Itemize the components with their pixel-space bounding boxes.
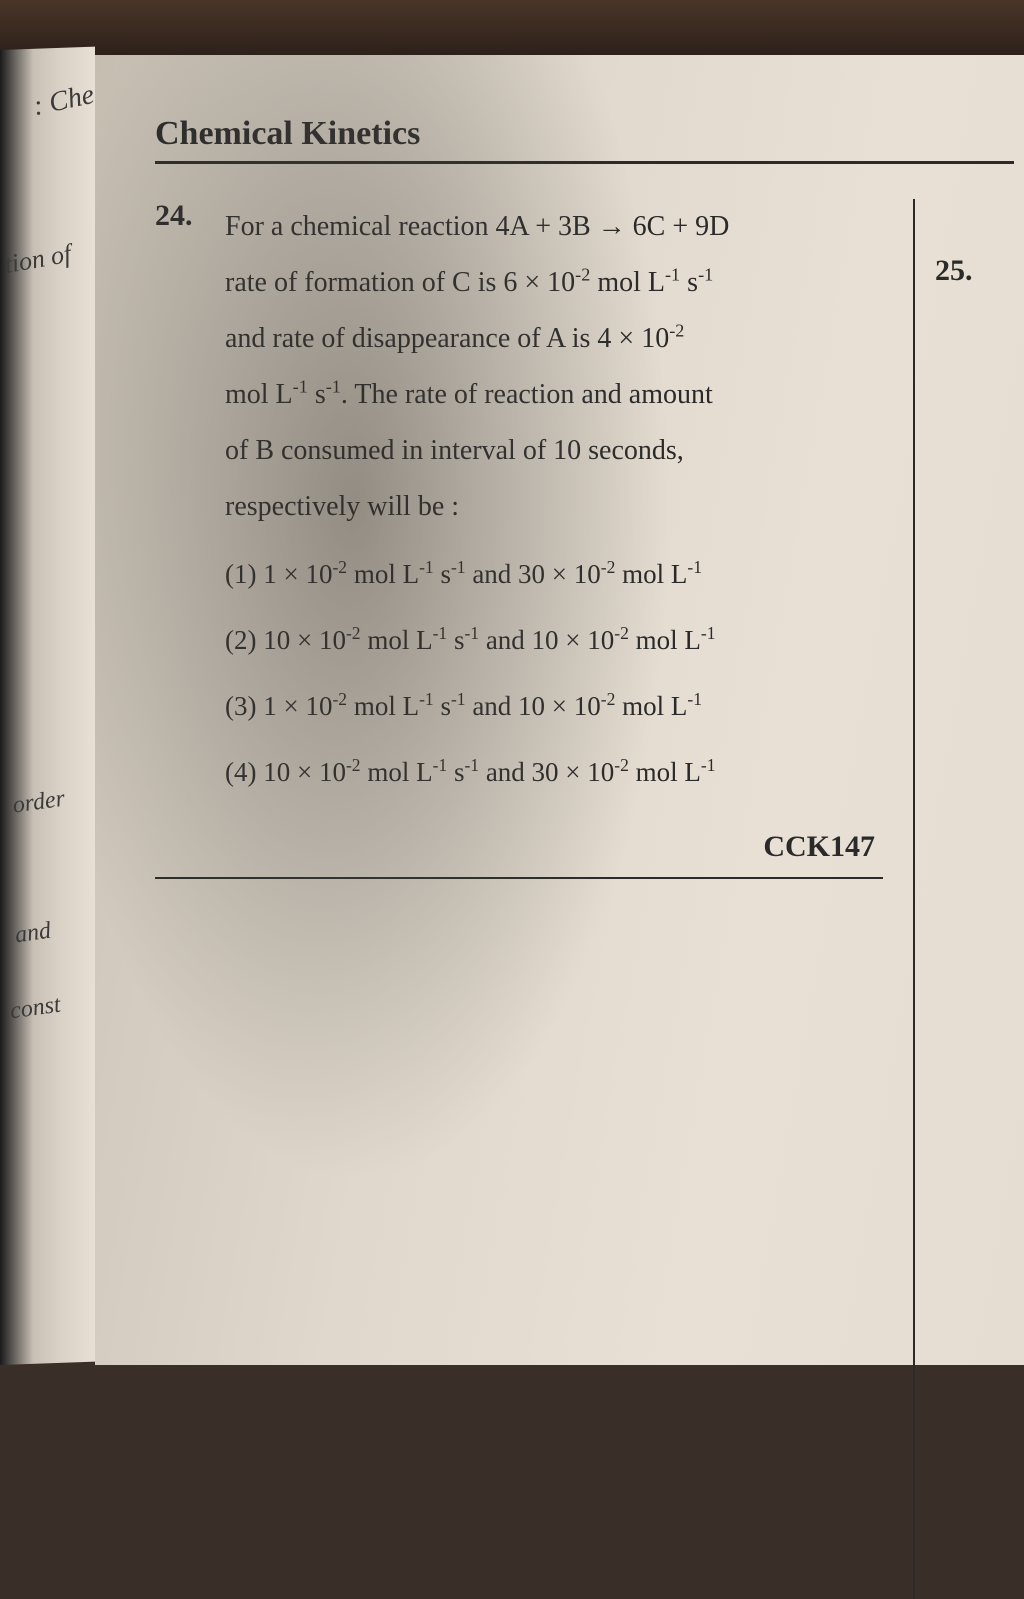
- fragment: const: [8, 992, 62, 1026]
- main-column: 24. For a chemical reaction 4A + 3B → 6C…: [155, 199, 915, 1599]
- stem-line: mol L-1 s-1. The rate of reaction and am…: [225, 367, 883, 423]
- bottom-rule: [155, 877, 883, 879]
- stem-line: of B consumed in interval of 10 seconds,: [225, 423, 883, 479]
- question-code: CCK147: [225, 817, 883, 877]
- question-24: 24. For a chemical reaction 4A + 3B → 6C…: [155, 199, 883, 877]
- question-body: For a chemical reaction 4A + 3B → 6C + 9…: [225, 199, 883, 877]
- fragment: t order: [5, 786, 67, 822]
- option-1: (1) 1 × 10-2 mol L-1 s-1 and 30 × 10-2 m…: [225, 547, 883, 601]
- stem-line: For a chemical reaction 4A + 3B → 6C + 9…: [225, 199, 883, 255]
- stem-line: rate of formation of C is 6 × 10-2 mol L…: [225, 255, 883, 311]
- next-question-number: 25.: [935, 254, 1014, 288]
- desk-surface: [0, 0, 1024, 60]
- option-2: (2) 10 × 10-2 mol L-1 s-1 and 10 × 10-2 …: [225, 613, 883, 667]
- answer-options: (1) 1 × 10-2 mol L-1 s-1 and 30 × 10-2 m…: [225, 547, 883, 799]
- fragment: and: [13, 918, 52, 950]
- stem-line: respectively will be :: [225, 479, 883, 535]
- option-3: (3) 1 × 10-2 mol L-1 s-1 and 10 × 10-2 m…: [225, 679, 883, 733]
- chapter-title: Chemical Kinetics: [155, 115, 1014, 153]
- content-columns: 24. For a chemical reaction 4A + 3B → 6C…: [155, 199, 1014, 1599]
- right-column: 25.: [915, 199, 1014, 1599]
- fragment: : Che: [30, 79, 95, 123]
- question-number: 24.: [155, 199, 205, 877]
- option-4: (4) 10 × 10-2 mol L-1 s-1 and 30 × 10-2 …: [225, 745, 883, 799]
- stem-line: and rate of disappearance of A is 4 × 10…: [225, 311, 883, 367]
- previous-page-fragments: : Che ition of t order and const: [5, 50, 95, 1350]
- title-underline: [155, 161, 1014, 164]
- textbook-page: Chemical Kinetics 24. For a chemical rea…: [95, 55, 1024, 1365]
- question-stem: For a chemical reaction 4A + 3B → 6C + 9…: [225, 199, 883, 535]
- fragment: ition of: [5, 239, 73, 281]
